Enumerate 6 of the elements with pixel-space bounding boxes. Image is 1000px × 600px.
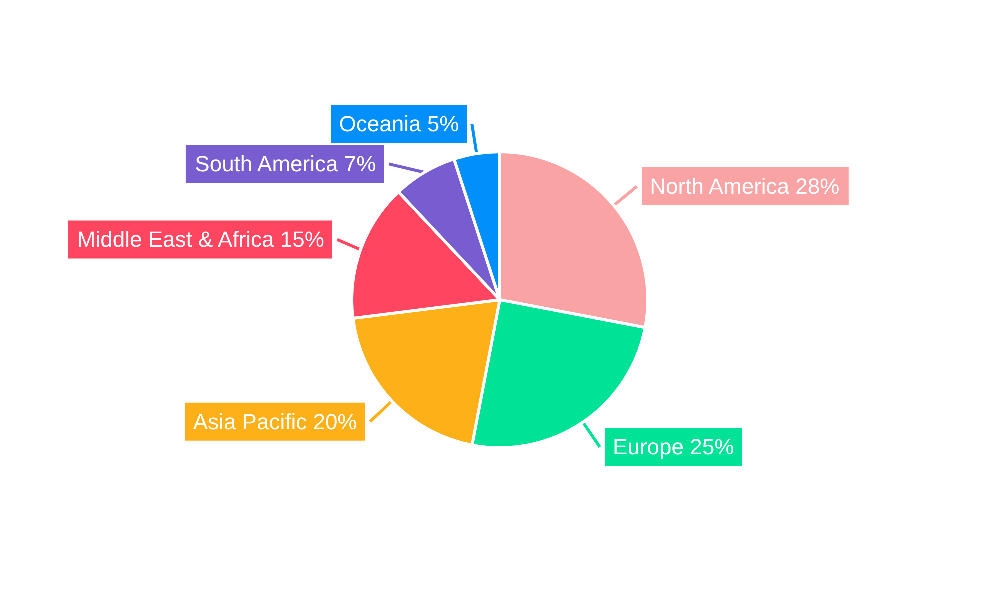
- slice-label: Middle East & Africa 15%: [77, 227, 324, 252]
- slice-label: South America 7%: [195, 152, 376, 177]
- slice-label: Asia Pacific 20%: [193, 409, 358, 434]
- slice-label: North America 28%: [650, 174, 840, 200]
- slice-label: Oceania 5%: [339, 112, 460, 137]
- slice-label: Europe 25%: [613, 434, 734, 460]
